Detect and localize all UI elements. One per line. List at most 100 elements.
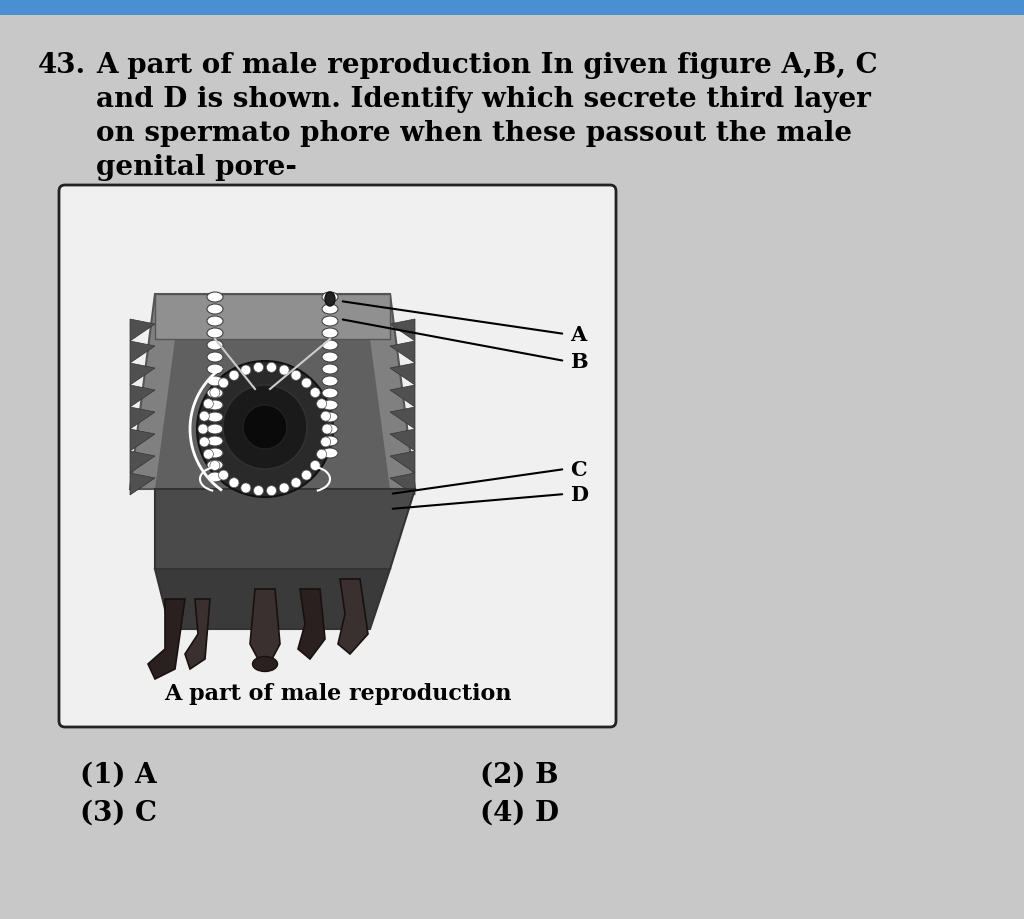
Ellipse shape	[207, 389, 223, 399]
Polygon shape	[155, 490, 415, 570]
Ellipse shape	[322, 329, 338, 338]
Polygon shape	[338, 579, 368, 654]
Circle shape	[280, 366, 289, 376]
Polygon shape	[148, 599, 185, 679]
Text: (1) A: (1) A	[80, 761, 157, 789]
Ellipse shape	[322, 341, 338, 351]
Circle shape	[310, 388, 321, 398]
Ellipse shape	[322, 425, 338, 435]
Circle shape	[316, 400, 327, 409]
Text: and D is shown. Identify which secrete third layer: and D is shown. Identify which secrete t…	[96, 85, 870, 113]
Ellipse shape	[207, 401, 223, 411]
Ellipse shape	[207, 460, 223, 471]
Circle shape	[204, 449, 213, 460]
Ellipse shape	[322, 401, 338, 411]
Ellipse shape	[322, 365, 338, 375]
Circle shape	[301, 379, 311, 389]
Polygon shape	[390, 407, 415, 429]
Circle shape	[291, 371, 301, 380]
Polygon shape	[185, 599, 210, 669]
Circle shape	[301, 471, 311, 481]
Circle shape	[322, 425, 332, 435]
Text: 43.: 43.	[38, 52, 86, 79]
Circle shape	[200, 437, 209, 448]
Ellipse shape	[207, 365, 223, 375]
Polygon shape	[390, 429, 415, 451]
Ellipse shape	[322, 389, 338, 399]
Text: on spermato phore when these passout the male: on spermato phore when these passout the…	[96, 119, 852, 147]
Text: genital pore-: genital pore-	[96, 153, 297, 181]
Circle shape	[200, 412, 209, 422]
Circle shape	[321, 412, 331, 422]
Circle shape	[280, 483, 289, 494]
Polygon shape	[298, 589, 325, 659]
Text: (2) B: (2) B	[480, 761, 558, 789]
Ellipse shape	[207, 329, 223, 338]
Ellipse shape	[207, 305, 223, 314]
Polygon shape	[130, 295, 415, 490]
Polygon shape	[155, 570, 390, 630]
Circle shape	[197, 361, 333, 497]
Text: A part of male reproduction In given figure A,B, C: A part of male reproduction In given fig…	[96, 52, 878, 79]
Circle shape	[204, 400, 213, 409]
Polygon shape	[130, 407, 155, 429]
Polygon shape	[130, 451, 155, 473]
Circle shape	[210, 388, 220, 398]
Circle shape	[210, 461, 220, 471]
Circle shape	[321, 437, 331, 448]
Polygon shape	[130, 342, 155, 364]
Ellipse shape	[322, 413, 338, 423]
Polygon shape	[130, 320, 155, 342]
Circle shape	[218, 471, 228, 481]
Ellipse shape	[207, 425, 223, 435]
Polygon shape	[130, 429, 155, 451]
FancyBboxPatch shape	[59, 186, 616, 727]
Text: A: A	[570, 324, 587, 345]
Polygon shape	[155, 340, 390, 490]
Text: D: D	[570, 484, 588, 505]
Polygon shape	[155, 295, 390, 340]
Ellipse shape	[207, 341, 223, 351]
Polygon shape	[250, 589, 280, 659]
Ellipse shape	[207, 292, 223, 302]
Polygon shape	[130, 364, 155, 386]
Circle shape	[218, 379, 228, 389]
Circle shape	[241, 366, 251, 376]
Circle shape	[291, 478, 301, 488]
Text: C: C	[570, 460, 587, 480]
Polygon shape	[130, 473, 155, 495]
Text: A part of male reproduction: A part of male reproduction	[164, 682, 511, 704]
Circle shape	[198, 425, 208, 435]
Bar	[0, 0, 1024, 16]
Circle shape	[254, 486, 263, 496]
Ellipse shape	[207, 448, 223, 459]
Circle shape	[229, 478, 239, 488]
Ellipse shape	[322, 353, 338, 363]
Ellipse shape	[207, 413, 223, 423]
Ellipse shape	[253, 657, 278, 672]
Ellipse shape	[322, 448, 338, 459]
Ellipse shape	[322, 305, 338, 314]
Ellipse shape	[322, 317, 338, 326]
Polygon shape	[390, 386, 415, 407]
Ellipse shape	[207, 353, 223, 363]
Ellipse shape	[207, 472, 223, 482]
Circle shape	[229, 371, 239, 380]
Polygon shape	[390, 342, 415, 364]
Ellipse shape	[322, 292, 338, 302]
Ellipse shape	[207, 377, 223, 387]
Circle shape	[316, 449, 327, 460]
Text: (3) C: (3) C	[80, 800, 157, 826]
Circle shape	[266, 486, 276, 496]
Circle shape	[310, 461, 321, 471]
Ellipse shape	[207, 317, 223, 326]
Circle shape	[223, 386, 307, 470]
Polygon shape	[390, 320, 415, 342]
Ellipse shape	[322, 377, 338, 387]
Ellipse shape	[207, 437, 223, 447]
Ellipse shape	[325, 292, 335, 307]
Polygon shape	[390, 451, 415, 473]
Circle shape	[266, 363, 276, 373]
Polygon shape	[390, 364, 415, 386]
Polygon shape	[130, 386, 155, 407]
